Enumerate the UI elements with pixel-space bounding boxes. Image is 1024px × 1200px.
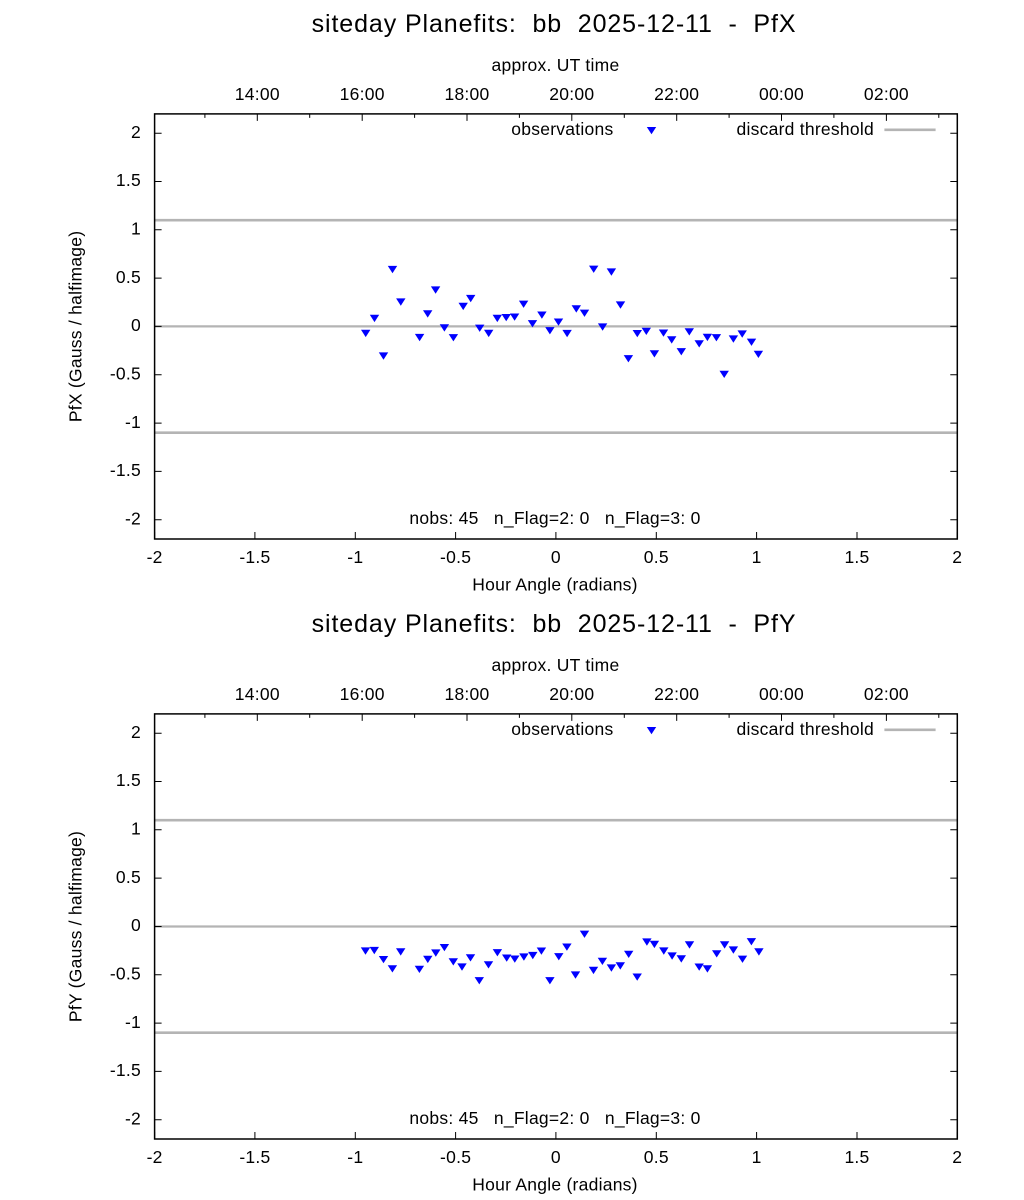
svg-text:18:00: 18:00	[444, 684, 489, 704]
svg-text:Hour Angle (radians): Hour Angle (radians)	[472, 575, 638, 595]
svg-text:-2: -2	[125, 1108, 141, 1128]
svg-text:-1: -1	[347, 1147, 363, 1167]
svg-text:0.5: 0.5	[644, 1147, 669, 1167]
svg-text:0: 0	[551, 1147, 561, 1167]
svg-text:20:00: 20:00	[549, 684, 594, 704]
svg-text:-1.5: -1.5	[110, 460, 141, 480]
svg-text:approx. UT time: approx. UT time	[492, 55, 620, 75]
svg-text:PfY (Gauss / halfimage): PfY (Gauss / halfimage)	[66, 831, 86, 1022]
svg-text:0.5: 0.5	[644, 547, 669, 567]
svg-text:0: 0	[551, 547, 561, 567]
svg-text:14:00: 14:00	[235, 684, 280, 704]
svg-text:1: 1	[131, 819, 141, 839]
svg-text:1: 1	[752, 1147, 762, 1167]
svg-text:discard threshold: discard threshold	[736, 119, 874, 139]
svg-text:-1.5: -1.5	[110, 1060, 141, 1080]
svg-text:02:00: 02:00	[864, 684, 909, 704]
svg-text:00:00: 00:00	[759, 684, 804, 704]
svg-text:observations: observations	[511, 719, 613, 739]
svg-text:2: 2	[952, 547, 962, 567]
svg-text:PfX (Gauss / halfimage): PfX (Gauss / halfimage)	[66, 231, 86, 423]
svg-text:22:00: 22:00	[654, 684, 699, 704]
svg-text:-1: -1	[125, 1012, 141, 1032]
svg-text:14:00: 14:00	[235, 84, 280, 104]
svg-text:0.5: 0.5	[116, 267, 141, 287]
svg-text:-1: -1	[125, 412, 141, 432]
svg-text:1: 1	[131, 219, 141, 239]
svg-text:2: 2	[131, 122, 141, 142]
svg-text:-1.5: -1.5	[239, 547, 270, 567]
svg-text:siteday Planefits: bb 2025-1: siteday Planefits: bb 2025-12-11 - PfX	[312, 10, 797, 38]
svg-text:approx. UT time: approx. UT time	[492, 655, 620, 675]
svg-text:observations: observations	[511, 119, 613, 139]
svg-text:0: 0	[131, 315, 141, 335]
svg-text:1.5: 1.5	[844, 1147, 869, 1167]
svg-text:16:00: 16:00	[340, 84, 385, 104]
svg-text:16:00: 16:00	[340, 684, 385, 704]
svg-text:1.5: 1.5	[116, 170, 141, 190]
svg-text:1.5: 1.5	[844, 547, 869, 567]
svg-text:-1: -1	[347, 547, 363, 567]
svg-text:0: 0	[131, 915, 141, 935]
svg-text:-0.5: -0.5	[440, 547, 471, 567]
svg-text:1.5: 1.5	[116, 770, 141, 790]
svg-text:02:00: 02:00	[864, 84, 909, 104]
svg-text:-2: -2	[147, 547, 163, 567]
svg-text:nobs: 45 n_Flag=2: 0 n_Fla: nobs: 45 n_Flag=2: 0 n_Flag=3: 0	[409, 508, 700, 529]
svg-text:siteday Planefits: bb 2025-1: siteday Planefits: bb 2025-12-11 - PfY	[312, 610, 797, 638]
svg-text:-2: -2	[147, 1147, 163, 1167]
svg-text:-1.5: -1.5	[239, 1147, 270, 1167]
svg-text:Hour Angle (radians): Hour Angle (radians)	[472, 1175, 638, 1195]
svg-text:2: 2	[952, 1147, 962, 1167]
svg-text:18:00: 18:00	[444, 84, 489, 104]
svg-text:1: 1	[752, 547, 762, 567]
svg-text:2: 2	[131, 722, 141, 742]
svg-text:20:00: 20:00	[549, 84, 594, 104]
svg-text:-2: -2	[125, 508, 141, 528]
svg-text:22:00: 22:00	[654, 84, 699, 104]
svg-text:discard threshold: discard threshold	[736, 719, 874, 739]
svg-text:nobs: 45 n_Flag=2: 0 n_Fla: nobs: 45 n_Flag=2: 0 n_Flag=3: 0	[409, 1108, 700, 1129]
svg-text:00:00: 00:00	[759, 84, 804, 104]
svg-text:-0.5: -0.5	[440, 1147, 471, 1167]
svg-text:0.5: 0.5	[116, 867, 141, 887]
svg-text:-0.5: -0.5	[110, 964, 141, 984]
svg-text:-0.5: -0.5	[110, 364, 141, 384]
